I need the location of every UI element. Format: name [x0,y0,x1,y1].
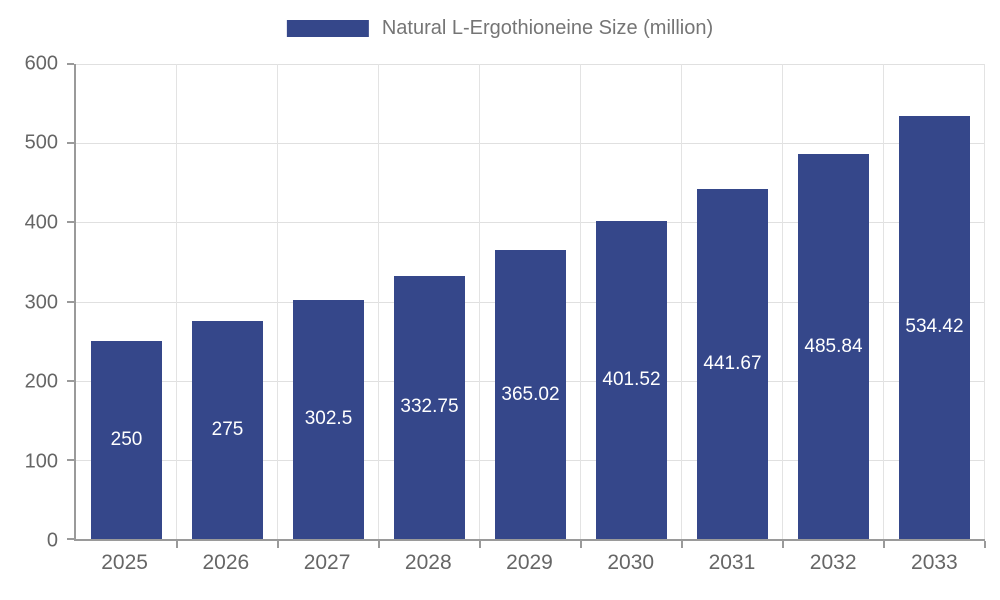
legend-label: Natural L-Ergothioneine Size (million) [381,17,714,39]
y-tick-label: 600 [24,52,58,75]
gridline-v [680,64,682,539]
gridline-v [580,64,581,539]
gridline-v [782,64,783,539]
gridline-v [882,64,884,539]
x-tick [377,541,380,548]
legend-item[interactable]: Natural L-Ergothioneine Size (million) [286,17,714,40]
x-tick-label: 2029 [506,551,553,574]
gridline-v [175,64,177,539]
y-tick-label: 300 [24,291,58,313]
bar-value-label: 534.42 [905,316,964,338]
bar-value-label: 275 [211,419,244,441]
bar: 275 [191,321,264,539]
x-tick [984,541,986,548]
y-tick [67,142,74,145]
bar: 485.84 [797,154,870,539]
x-tick-label: 2033 [911,551,958,574]
y-tick [67,300,74,303]
bar: 250 [90,341,163,539]
bar: 534.42 [898,115,971,539]
bar-value-label: 365.02 [501,383,560,405]
x-tick [782,541,784,548]
bar: 332.75 [393,275,466,539]
y-tick-label: 400 [24,211,58,234]
bar-value-label: 302.5 [304,408,353,430]
x-tick [479,541,481,548]
bar: 302.5 [292,299,365,539]
bar: 401.52 [595,221,668,539]
bar-value-label: 485.84 [804,335,863,357]
bar-value-label: 332.75 [400,396,459,418]
y-tick [67,221,74,224]
y-tick-label: 500 [24,131,58,154]
gridline-h [76,222,985,224]
x-tick-label: 2025 [101,551,148,574]
x-tick [680,541,683,548]
plot-area: 250 275 302.5 332.75 365.02 401.52 441.67 485.8… [67,63,986,548]
y-tick [67,379,74,382]
y-tick [67,63,74,65]
x-tick-label: 2030 [607,551,655,574]
y-tick [67,458,74,461]
x-tick-label: 2027 [303,551,351,574]
bar-value-label: 401.52 [602,369,661,391]
y-axis-labels: 0 100 200 300 400 500 600 [0,53,58,552]
y-tick-label: 100 [24,450,58,472]
x-axis-labels: 2025 2026 2027 2028 2029 2030 2031 2032 2033 [74,551,985,581]
x-tick-label: 2032 [809,551,857,574]
x-tick-label: 2031 [708,551,756,574]
x-tick [176,541,178,548]
x-tick-label: 2028 [404,551,452,574]
gridline-v [984,64,985,539]
y-tick-label: 200 [24,370,58,393]
legend-swatch [286,20,369,37]
gridline-h [76,64,985,65]
gridline-h [76,143,985,145]
y-tick-label: 0 [46,529,58,552]
gridline-v [276,64,278,539]
x-tick [883,541,885,548]
x-tick [580,541,582,548]
y-tick [67,538,74,540]
bar: 365.02 [494,250,567,539]
gridline-v [478,64,480,539]
bar: 441.67 [696,189,769,539]
bar-value-label: 250 [110,429,143,451]
x-tick [277,541,279,548]
gridline-v [377,64,379,539]
x-tick-label: 2026 [202,551,250,574]
bar-value-label: 441.67 [703,353,762,375]
